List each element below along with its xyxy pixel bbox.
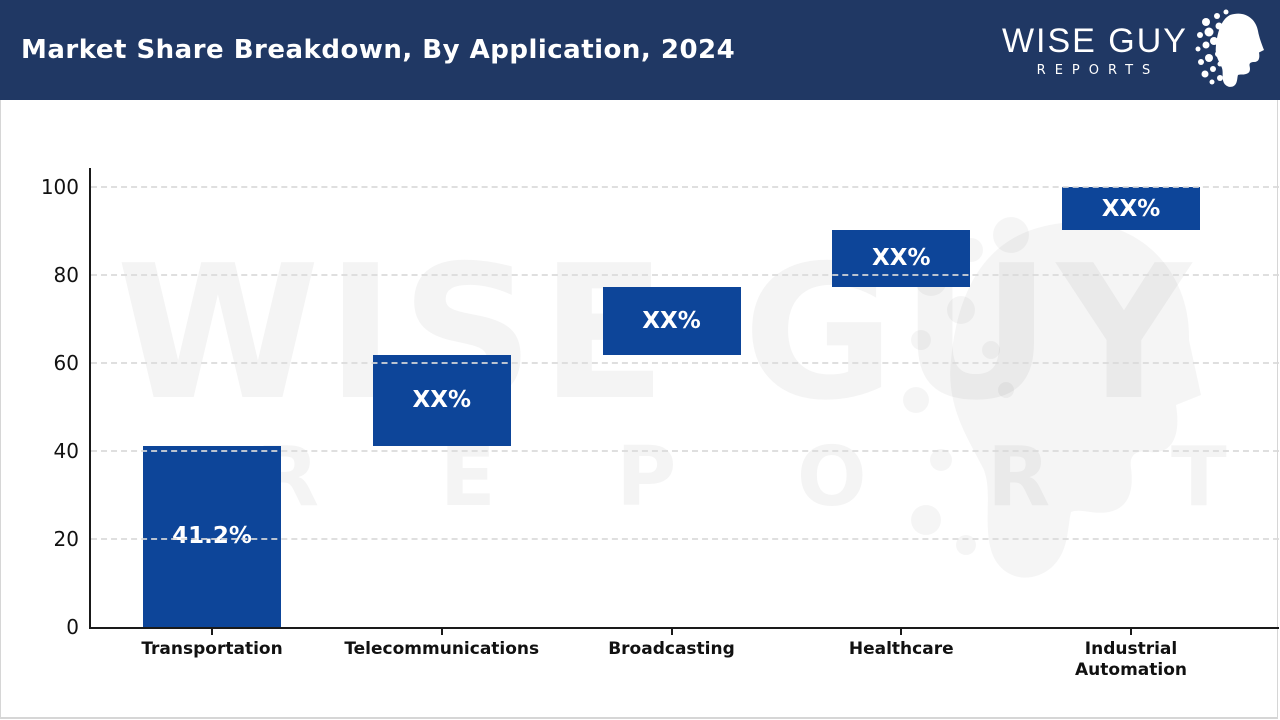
brand-logo: WISE GUY REPORTS [1002,6,1266,94]
brand-subname: REPORTS [1036,63,1160,78]
page-title: Market Share Breakdown, By Application, … [21,35,736,65]
x-tick [1130,629,1132,635]
x-category-label: Telecommunications [344,639,540,659]
bar-value-label: 41.2% [172,523,252,550]
x-axis-line [89,627,1279,629]
brand-name: WISE GUY [1001,22,1188,60]
bar-value-label: XX% [412,387,471,414]
bar-value-label: XX% [642,307,701,334]
x-tick [900,629,903,635]
bar-transportation: 41.2% [143,445,281,627]
brand-logo-text: WISE GUY REPORTS [1002,22,1188,78]
x-tick [670,629,673,635]
y-tick-label: 100 [40,175,79,199]
x-category-label: Healthcare [848,639,954,659]
y-tick-label: 0 [66,615,79,639]
bar-broadcasting: XX% [602,286,741,356]
x-category-label: Transportation [141,639,283,659]
gridline [91,538,1279,540]
y-tick-label: 40 [53,439,79,463]
bar-value-label: XX% [1101,195,1161,222]
gridline [91,274,1279,276]
y-tick-label: 80 [53,263,79,287]
x-category-label: Broadcasting [608,639,735,659]
gridline [91,450,1279,452]
bar-healthcare: XX% [832,230,971,287]
y-tick-label: 60 [53,351,79,375]
gridline [91,362,1279,364]
bar-industrial-automation: XX% [1062,187,1200,231]
y-axis-line [89,168,91,627]
y-tick-label: 20 [53,527,79,551]
brand-head-icon [1195,9,1264,87]
gridline [91,186,1279,188]
header-bar: Market Share Breakdown, By Application, … [0,0,1280,100]
x-tick [211,629,213,635]
bar-telecommunications: XX% [372,355,511,446]
bar-value-label: XX% [871,245,931,272]
x-tick [440,629,443,635]
x-category-label: Industrial Automation [1075,639,1187,681]
